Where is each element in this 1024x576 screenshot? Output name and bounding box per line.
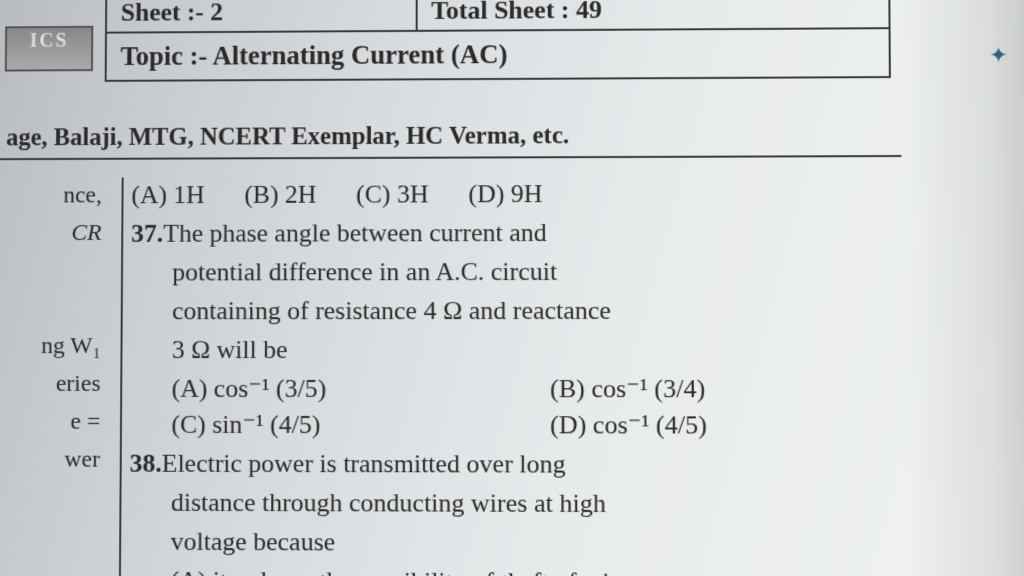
q36-options: (A) 1H (B) 2H (C) 3H (D) 9H [131, 175, 902, 214]
q37-line3: containing of resistance 4 Ω and reactan… [131, 292, 903, 330]
q38: 38.Electric power is transmitted over lo… [129, 446, 903, 485]
body-area: nce, CR ng W₁ eries e = wer (A) 1H (B) 2… [2, 175, 904, 576]
margin-text: ng W₁ [0, 328, 101, 364]
q37: 37.The phase angle between current and [131, 214, 902, 252]
q37-options: (A) cos⁻¹ (3/5) (B) cos⁻¹ (3/4) (C) sin⁻… [130, 371, 904, 446]
page: ICS ✦ Sheet :- 2 Total Sheet : 49 Topic … [2, 0, 1024, 576]
topic-cell: Topic :- Alternating Current (AC) [106, 28, 890, 81]
q38-option-a: (A) it reduces the possibility of theft … [129, 563, 905, 576]
option-d: (D) cos⁻¹ (4/5) [550, 408, 903, 446]
q37-line4: 3 Ω will be [130, 331, 903, 368]
option-d: (D) 9H [468, 176, 542, 213]
left-margin-fragments: nce, CR ng W₁ eries e = wer [0, 178, 102, 480]
option-b: (B) cos⁻¹ (3/4) [550, 371, 903, 408]
publisher-logo: ICS [5, 26, 93, 72]
q37-number: 37. [131, 219, 163, 248]
margin-text: wer [0, 442, 100, 478]
question-content: (A) 1H (B) 2H (C) 3H (D) 9H 37.The phase… [119, 175, 905, 576]
sheet-cell: Sheet :- 2 [106, 0, 416, 33]
references-line: age, Balaji, MTG, NCERT Exemplar, HC Ver… [0, 121, 901, 160]
q37-line1: The phase angle between current and [163, 218, 547, 248]
option-a: (A) 1H [131, 177, 205, 214]
header-table: Sheet :- 2 Total Sheet : 49 Topic :- Alt… [105, 0, 891, 82]
total-sheet-cell: Total Sheet : 49 [416, 0, 889, 31]
page-curl-shadow [904, 0, 1024, 576]
option-c: (C) sin⁻¹ (4/5) [171, 407, 520, 444]
margin-text: eries [0, 366, 101, 402]
margin-text: e = [0, 404, 100, 440]
q37-line2: potential difference in an A.C. circuit [131, 253, 903, 291]
option-a: (A) cos⁻¹ (3/5) [172, 371, 520, 408]
logo-text: ICS [30, 30, 69, 52]
q38-line1: Electric power is transmitted over long [162, 449, 566, 479]
margin-text: CR [0, 215, 102, 251]
q38-line2: distance through conducting wires at hig… [129, 485, 904, 524]
option-c: (C) 3H [356, 177, 429, 214]
annotation-mark: ✦ [989, 42, 1008, 68]
q38-line3: voltage because [129, 524, 904, 564]
option-b: (B) 2H [244, 177, 316, 214]
q38-number: 38. [130, 449, 162, 478]
margin-text: nce, [0, 178, 102, 214]
